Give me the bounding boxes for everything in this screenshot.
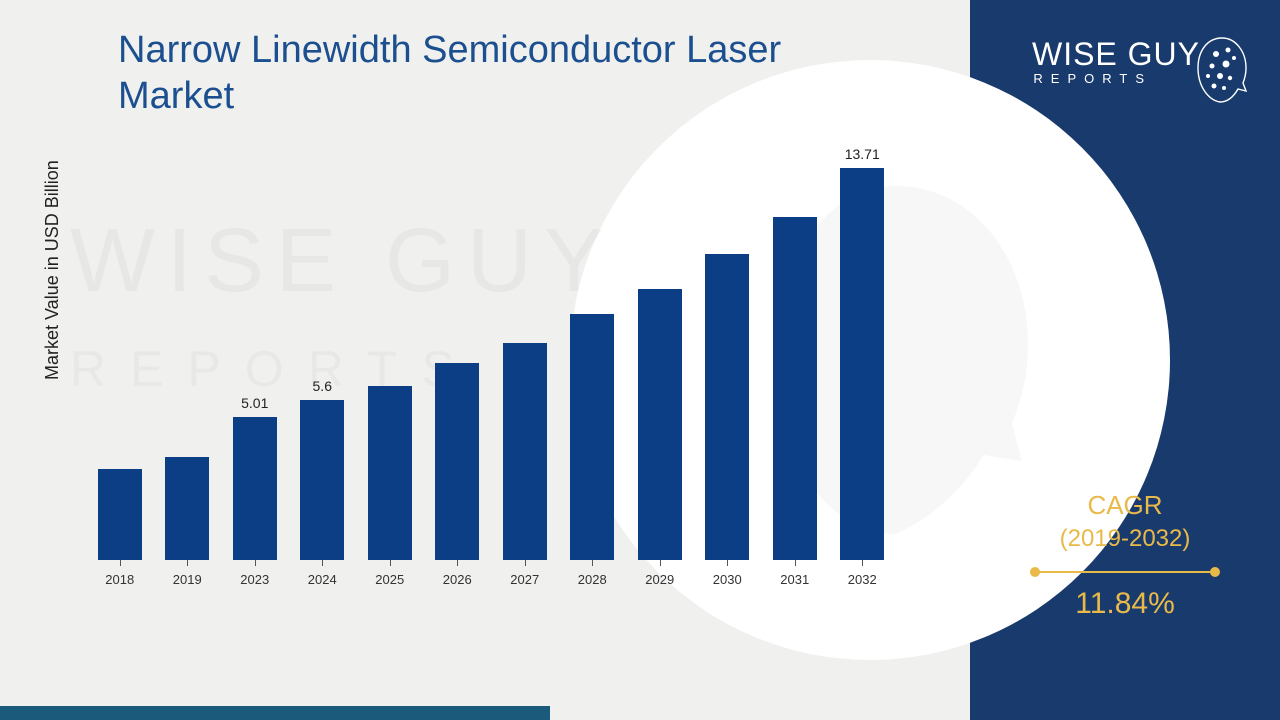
bar bbox=[233, 417, 277, 560]
bar bbox=[773, 217, 817, 560]
bar bbox=[435, 363, 479, 560]
x-axis-label: 2028 bbox=[559, 566, 627, 590]
logo-head-icon bbox=[1194, 36, 1250, 104]
x-axis-label: 2030 bbox=[694, 566, 762, 590]
x-axis-label: 2025 bbox=[356, 566, 424, 590]
bar-value-label: 13.71 bbox=[845, 146, 880, 164]
bar-group bbox=[356, 364, 424, 560]
brand-logo: WISE GUY REPORTS bbox=[990, 36, 1250, 86]
x-axis-label: 2023 bbox=[221, 566, 289, 590]
y-axis-label: Market Value in USD Billion bbox=[42, 160, 63, 380]
cagr-label: CAGR bbox=[1010, 490, 1240, 521]
cagr-range: (2019-2032) bbox=[1010, 525, 1240, 553]
bar-value-label: 5.01 bbox=[241, 395, 268, 413]
logo-sub-text: REPORTS bbox=[990, 71, 1200, 86]
x-axis-label: 2019 bbox=[154, 566, 222, 590]
bar-group bbox=[154, 435, 222, 560]
bar-group: 5.6 bbox=[289, 378, 357, 560]
bar bbox=[840, 168, 884, 560]
bar-group bbox=[559, 292, 627, 560]
cagr-block: CAGR (2019-2032) 11.84% bbox=[1010, 490, 1240, 621]
bar-group bbox=[694, 232, 762, 560]
cagr-divider bbox=[1035, 571, 1215, 573]
chart-title: Narrow Linewidth Semiconductor Laser Mar… bbox=[118, 28, 818, 119]
x-axis-label: 2024 bbox=[289, 566, 357, 590]
x-axis-label: 2026 bbox=[424, 566, 492, 590]
bar bbox=[638, 289, 682, 560]
x-axis-label: 2027 bbox=[491, 566, 559, 590]
bar-group bbox=[424, 341, 492, 560]
bar-group bbox=[761, 195, 829, 560]
bar bbox=[165, 457, 209, 560]
bar-group: 5.01 bbox=[221, 395, 289, 560]
bar-group: 13.71 bbox=[829, 146, 897, 560]
bar bbox=[98, 469, 142, 560]
cagr-value: 11.84% bbox=[1010, 587, 1240, 621]
bar bbox=[705, 254, 749, 560]
bar-group bbox=[626, 267, 694, 560]
bar bbox=[503, 343, 547, 560]
bar-group bbox=[86, 447, 154, 560]
x-axis-label: 2029 bbox=[626, 566, 694, 590]
x-axis-label: 2018 bbox=[86, 566, 154, 590]
x-axis-label: 2032 bbox=[829, 566, 897, 590]
bar-chart: 5.015.613.71 201820192023202420252026202… bbox=[86, 160, 896, 590]
bar bbox=[570, 314, 614, 560]
bottom-accent-bar bbox=[0, 706, 550, 720]
bar bbox=[368, 386, 412, 560]
bar-value-label: 5.6 bbox=[313, 378, 332, 396]
bar bbox=[300, 400, 344, 560]
logo-main-text: WISE GUY bbox=[990, 36, 1200, 73]
x-axis-label: 2031 bbox=[761, 566, 829, 590]
bar-group bbox=[491, 321, 559, 560]
